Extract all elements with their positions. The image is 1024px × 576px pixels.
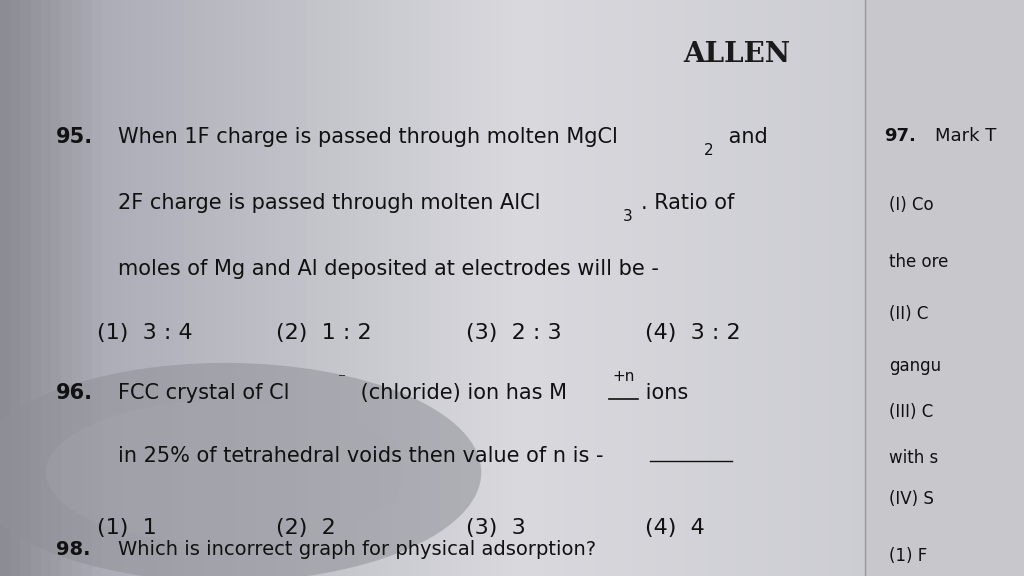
Text: (1)  3 : 4: (1) 3 : 4 bbox=[97, 323, 193, 343]
Text: Mark T: Mark T bbox=[935, 127, 996, 145]
Text: gangu: gangu bbox=[889, 357, 941, 375]
Text: (1)  1: (1) 1 bbox=[97, 518, 157, 539]
Text: (4)  4: (4) 4 bbox=[645, 518, 705, 539]
Text: (II) C: (II) C bbox=[889, 305, 928, 323]
Text: in 25% of tetrahedral voids then value of n is -: in 25% of tetrahedral voids then value o… bbox=[118, 446, 603, 467]
Ellipse shape bbox=[0, 363, 481, 576]
Text: When 1F charge is passed through molten MgCl: When 1F charge is passed through molten … bbox=[118, 127, 617, 147]
Text: (3)  2 : 3: (3) 2 : 3 bbox=[466, 323, 561, 343]
Text: (1) F: (1) F bbox=[889, 547, 927, 565]
FancyBboxPatch shape bbox=[865, 0, 1024, 576]
Text: (IV) S: (IV) S bbox=[889, 490, 934, 507]
Text: 98.: 98. bbox=[56, 540, 91, 559]
Text: (2)  1 : 2: (2) 1 : 2 bbox=[276, 323, 372, 343]
Text: ALLEN: ALLEN bbox=[684, 41, 791, 68]
Text: 2: 2 bbox=[703, 143, 713, 158]
Text: (I) Co: (I) Co bbox=[889, 196, 934, 214]
Text: the ore: the ore bbox=[889, 253, 948, 271]
Text: ⁻: ⁻ bbox=[338, 372, 346, 386]
Text: 96.: 96. bbox=[56, 383, 93, 403]
Text: ions: ions bbox=[639, 383, 688, 403]
Text: (2)  2: (2) 2 bbox=[276, 518, 336, 539]
Text: moles of Mg and Al deposited at electrodes will be -: moles of Mg and Al deposited at electrod… bbox=[118, 259, 658, 279]
Text: (3)  3: (3) 3 bbox=[466, 518, 525, 539]
Text: . Ratio of: . Ratio of bbox=[641, 193, 734, 213]
Text: 95.: 95. bbox=[56, 127, 93, 147]
Text: with s: with s bbox=[889, 449, 938, 467]
Ellipse shape bbox=[46, 400, 404, 544]
Text: (4)  3 : 2: (4) 3 : 2 bbox=[645, 323, 740, 343]
Text: FCC crystal of Cl: FCC crystal of Cl bbox=[118, 383, 289, 403]
Text: (III) C: (III) C bbox=[889, 403, 933, 421]
Text: 97.: 97. bbox=[884, 127, 915, 145]
Text: and: and bbox=[722, 127, 768, 147]
Text: Which is incorrect graph for physical adsorption?: Which is incorrect graph for physical ad… bbox=[118, 540, 596, 559]
Text: 3: 3 bbox=[623, 209, 633, 224]
Text: +n: +n bbox=[612, 369, 635, 384]
Text: 2F charge is passed through molten AlCl: 2F charge is passed through molten AlCl bbox=[118, 193, 541, 213]
Text: (chloride) ion has M: (chloride) ion has M bbox=[354, 383, 567, 403]
